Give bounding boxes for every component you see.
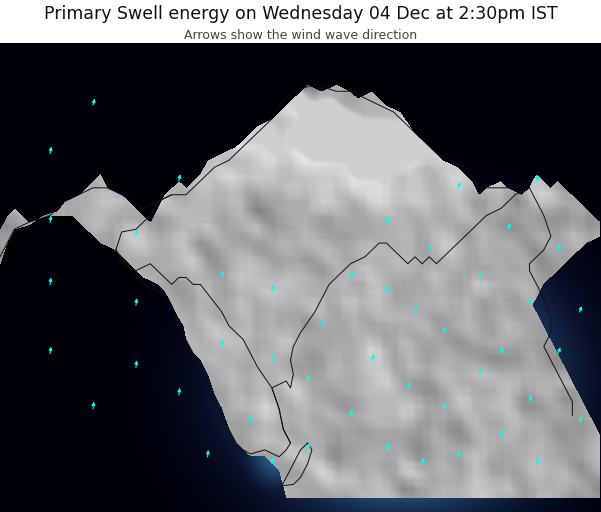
Text: Primary Swell energy on Wednesday 04 Dec at 2:30pm IST: Primary Swell energy on Wednesday 04 Dec… bbox=[44, 5, 557, 23]
Text: Arrows show the wind wave direction: Arrows show the wind wave direction bbox=[184, 29, 417, 42]
